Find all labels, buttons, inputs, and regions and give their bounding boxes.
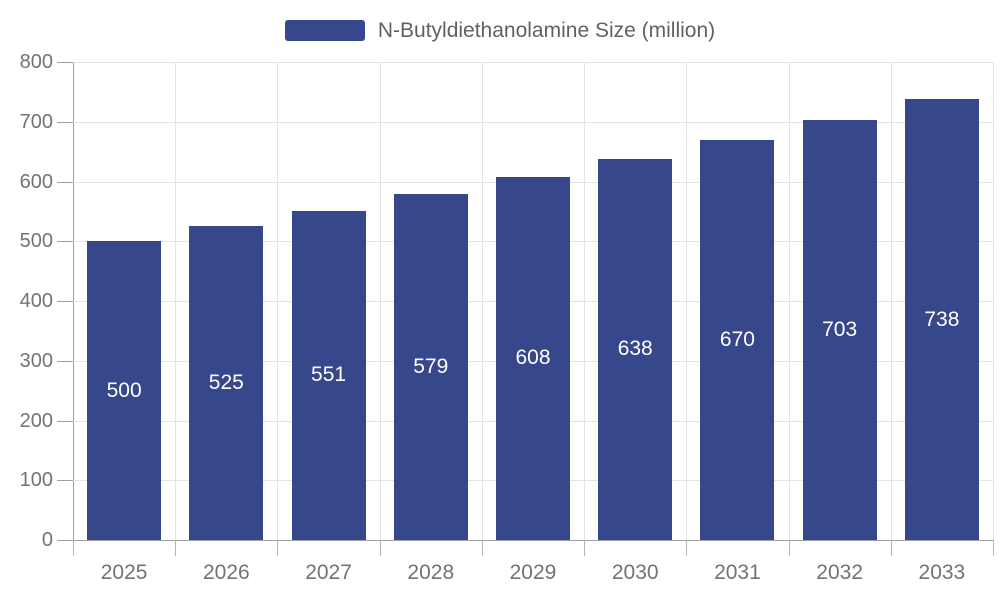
y-axis-label: 0 (41, 529, 53, 551)
y-axis-label: 700 (19, 110, 53, 133)
y-axis-tick (57, 420, 73, 422)
horizontal-gridline (73, 62, 993, 63)
horizontal-gridline (73, 121, 993, 123)
vertical-gridline (380, 62, 381, 540)
legend-label: N-Butyldiethanolamine Size (million) (377, 19, 716, 42)
x-axis-tick (73, 540, 74, 556)
x-axis-label: 2027 (305, 561, 352, 584)
legend-swatch-icon (284, 20, 365, 41)
legend: N-Butyldiethanolamine Size (million) (0, 20, 1000, 41)
x-axis-label: 2030 (611, 561, 659, 584)
bar-value-label: 738 (924, 307, 960, 331)
y-axis-tick (57, 62, 73, 63)
x-axis-tick (482, 540, 483, 556)
plot-area: 500 525 551 579 608 638 670 703 738 (73, 62, 994, 540)
y-axis-label: 300 (19, 349, 53, 372)
y-axis-tick (57, 360, 73, 362)
x-axis-label: 2029 (509, 561, 557, 584)
vertical-gridline (584, 62, 585, 540)
y-axis-tick (57, 241, 73, 243)
bar[interactable]: 638 (598, 158, 673, 540)
y-axis-tick (57, 121, 73, 123)
y-axis-label: 500 (19, 230, 53, 253)
bar-value-label: 608 (515, 346, 551, 370)
x-axis-line (57, 540, 993, 541)
x-axis-tick (277, 540, 278, 556)
vertical-gridline (175, 62, 176, 540)
vertical-gridline (993, 62, 994, 540)
vertical-gridline (891, 62, 892, 540)
bar-value-label: 703 (822, 317, 858, 341)
bar[interactable]: 738 (904, 99, 979, 540)
bar[interactable]: 670 (700, 139, 775, 540)
x-axis-tick (584, 540, 585, 556)
vertical-gridline (686, 62, 687, 540)
vertical-gridline (789, 62, 790, 540)
x-axis-tick (789, 540, 790, 556)
x-axis-label: 2026 (202, 561, 250, 584)
bar[interactable]: 500 (87, 241, 162, 540)
y-axis-tick (57, 480, 73, 482)
vertical-gridline (277, 62, 278, 540)
bar-value-label: 551 (311, 363, 347, 387)
x-axis-tick (686, 540, 687, 556)
x-axis-tick (380, 540, 381, 556)
y-axis-label: 600 (19, 170, 53, 193)
bar-value-label: 579 (413, 355, 449, 379)
x-axis-label: 2031 (714, 561, 761, 584)
bar-value-label: 670 (719, 327, 755, 351)
bar[interactable]: 608 (496, 176, 570, 540)
x-axis-label: 2028 (407, 561, 455, 584)
x-axis-label: 2033 (918, 561, 966, 584)
y-axis-tick (57, 540, 73, 541)
bar[interactable]: 525 (189, 226, 264, 540)
y-axis-tick (57, 181, 73, 183)
x-axis-label: 2025 (100, 561, 148, 584)
legend-item[interactable]: N-Butyldiethanolamine Size (million) (284, 19, 716, 42)
bar[interactable]: 551 (291, 210, 366, 540)
y-axis-label: 800 (19, 51, 53, 73)
bar-value-label: 500 (106, 378, 142, 402)
bar[interactable]: 579 (393, 194, 468, 540)
x-axis-label: 2032 (816, 561, 864, 584)
bar-value-label: 638 (617, 337, 653, 361)
y-axis-label: 200 (19, 409, 53, 432)
bar-value-label: 525 (208, 371, 244, 395)
y-axis-label: 100 (19, 469, 53, 492)
x-axis-tick (891, 540, 892, 556)
bar[interactable]: 703 (802, 119, 877, 540)
x-axis-tick (175, 540, 176, 556)
vertical-gridline (482, 62, 483, 540)
x-axis-tick (993, 540, 994, 556)
y-axis-tick (57, 301, 73, 302)
y-axis-label: 400 (19, 290, 53, 312)
